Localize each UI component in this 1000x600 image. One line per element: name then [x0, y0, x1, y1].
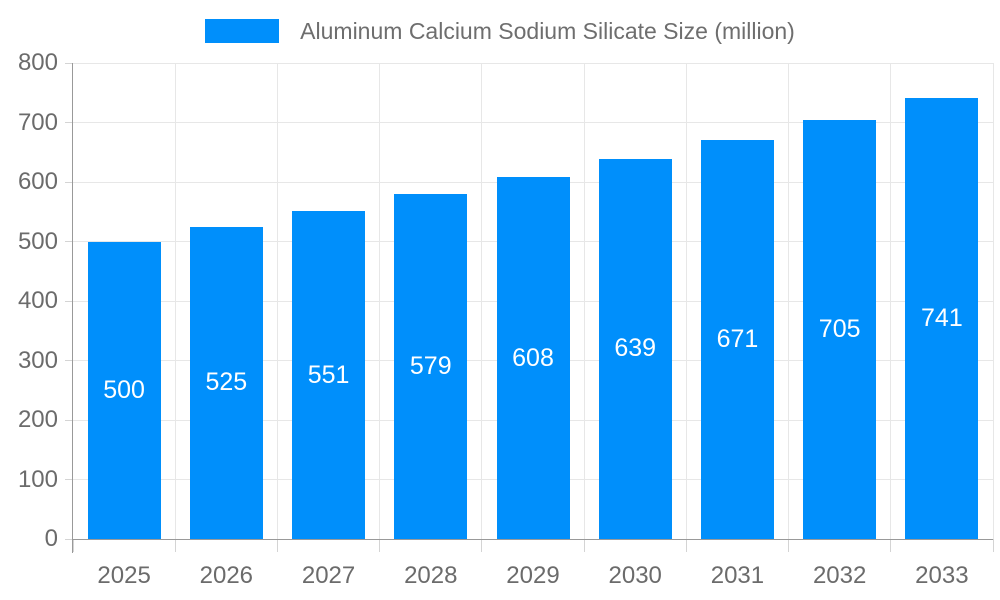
x-axis-tick	[72, 539, 74, 552]
gridline-vertical	[379, 63, 381, 539]
x-axis-tick	[583, 539, 585, 552]
bar[interactable]: 551	[292, 211, 366, 539]
x-axis-label: 2026	[199, 562, 254, 589]
x-axis-label: 2030	[608, 562, 662, 589]
gridline-vertical	[583, 63, 585, 539]
y-axis-label: 200	[17, 406, 58, 433]
legend-label: Aluminum Calcium Sodium Silicate Size (m…	[300, 18, 795, 44]
x-axis-tick	[788, 539, 790, 552]
x-axis-label: 2031	[710, 562, 765, 589]
y-axis-line	[72, 63, 73, 553]
x-axis-label: 2025	[97, 562, 151, 589]
y-axis-tick	[65, 62, 73, 64]
bar-value-label: 500	[103, 375, 145, 404]
bar-value-label: 741	[921, 304, 963, 333]
bar[interactable]: 639	[598, 158, 672, 539]
x-axis-tick	[890, 539, 892, 552]
gridline-vertical	[174, 63, 176, 539]
bar-value-label: 608	[512, 343, 554, 372]
y-axis-tick	[65, 479, 73, 480]
bar[interactable]: 741	[905, 98, 979, 539]
y-axis-tick	[65, 241, 73, 242]
y-axis-label: 600	[17, 168, 58, 195]
bar-value-label: 551	[307, 360, 350, 389]
x-axis-tick	[174, 539, 176, 552]
y-axis-label: 0	[44, 525, 58, 552]
x-axis-line	[73, 539, 993, 540]
y-axis-tick	[65, 300, 73, 302]
x-axis-tick	[481, 539, 483, 552]
x-axis-tick	[276, 539, 278, 552]
x-axis-label: 2027	[301, 562, 356, 589]
bar-value-label: 579	[409, 352, 452, 381]
bar[interactable]: 608	[496, 177, 570, 539]
bar-value-label: 639	[614, 334, 657, 363]
bar[interactable]: 671	[700, 139, 774, 539]
bar[interactable]: 705	[803, 119, 877, 539]
x-axis-label: 2033	[915, 562, 969, 589]
y-axis-tick	[65, 122, 73, 123]
x-axis-tick	[379, 539, 381, 552]
gridline-vertical	[276, 63, 278, 539]
gridline-vertical	[992, 63, 994, 539]
y-axis-label: 500	[17, 227, 58, 255]
y-axis-tick	[65, 181, 73, 183]
y-axis-label: 100	[17, 465, 58, 493]
bar-value-label: 671	[716, 324, 759, 353]
legend-swatch	[205, 19, 280, 43]
gridline-vertical	[481, 63, 483, 539]
bar[interactable]: 579	[394, 194, 468, 539]
bar[interactable]: 525	[189, 226, 263, 539]
y-axis-tick	[65, 538, 73, 540]
bar[interactable]: 500	[87, 241, 161, 539]
x-axis-tick	[992, 539, 994, 552]
y-axis-tick	[65, 419, 73, 421]
y-axis-label: 700	[17, 108, 58, 136]
y-axis-label: 800	[17, 49, 58, 76]
gridline-horizontal	[73, 62, 993, 64]
bar-value-label: 705	[818, 314, 861, 343]
x-axis-label: 2028	[404, 562, 458, 589]
bar-value-label: 525	[205, 368, 248, 397]
y-axis-tick	[65, 360, 73, 361]
x-axis-tick	[685, 539, 687, 552]
gridline-vertical	[685, 63, 687, 539]
y-axis-label: 400	[17, 287, 58, 314]
y-axis-label: 300	[17, 346, 58, 374]
x-axis-label: 2032	[812, 562, 867, 589]
gridline-vertical	[890, 63, 892, 539]
x-axis-label: 2029	[506, 562, 560, 589]
gridline-vertical	[788, 63, 790, 539]
legend[interactable]: Aluminum Calcium Sodium Silicate Size (m…	[0, 17, 1000, 45]
